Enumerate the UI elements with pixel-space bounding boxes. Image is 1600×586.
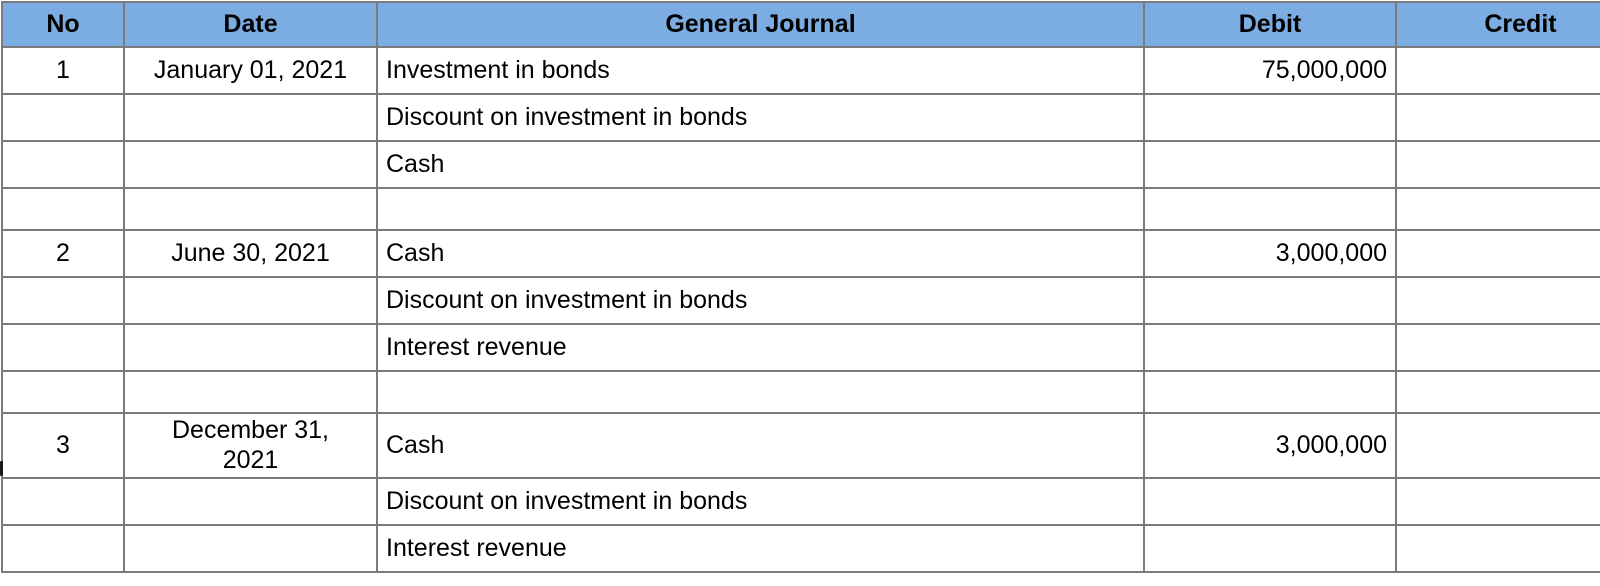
cell-journal: Discount on investment in bonds: [376, 276, 1145, 325]
cell-journal: Cash: [376, 412, 1145, 479]
cell-debit: 3,000,000: [1143, 412, 1397, 479]
journal-entry-row: Cash: [1, 140, 1600, 189]
column-header-no: No: [1, 1, 125, 48]
column-header-debit: Debit: [1143, 1, 1397, 48]
cell-no: [1, 140, 125, 189]
cell-journal: Investment in bonds: [376, 46, 1145, 95]
cell-no: [1, 524, 125, 573]
cell-date: [123, 93, 378, 142]
journal-entry-row: Discount on investment in bonds: [1, 276, 1600, 325]
cell-credit: [1395, 140, 1600, 189]
cell-journal: Discount on investment in bonds: [376, 477, 1145, 526]
separator-row: [1, 370, 1600, 414]
cell-date: January 01, 2021: [123, 46, 378, 95]
journal-entry-row: Interest revenue: [1, 524, 1600, 573]
cell-debit: [1143, 323, 1397, 372]
cell-credit: [1395, 524, 1600, 573]
cell-debit: [1143, 477, 1397, 526]
cell-date: [123, 477, 378, 526]
journal-entry-row: 3 December 31, 2021 Cash 3,000,000: [1, 412, 1600, 479]
stray-mark: [0, 461, 3, 476]
cell-date: [123, 187, 378, 231]
cell-journal: [376, 187, 1145, 231]
general-journal-table: No Date General Journal Debit Credit 1 Januar…: [1, 1, 1600, 573]
cell-debit: 75,000,000: [1143, 46, 1397, 95]
cell-journal: Interest revenue: [376, 524, 1145, 573]
journal-table-head: No Date General Journal Debit Credit: [1, 1, 1600, 48]
cell-debit: [1143, 93, 1397, 142]
cell-credit: [1395, 323, 1600, 372]
cell-journal: [376, 370, 1145, 414]
journal-table-body: 1 January 01, 2021 Investment in bonds 75,0…: [1, 46, 1600, 573]
cell-credit: [1395, 187, 1600, 231]
cell-debit: [1143, 140, 1397, 189]
cell-credit: [1395, 229, 1600, 278]
cell-debit: [1143, 187, 1397, 231]
cell-no: 1: [1, 46, 125, 95]
cell-credit: [1395, 93, 1600, 142]
cell-date: [123, 276, 378, 325]
cell-journal: Interest revenue: [376, 323, 1145, 372]
cell-no: 2: [1, 229, 125, 278]
cell-no: [1, 93, 125, 142]
header-row: No Date General Journal Debit Credit: [1, 1, 1600, 48]
cell-no: 3: [1, 412, 125, 479]
cell-date: [123, 323, 378, 372]
journal-entry-row: Discount on investment in bonds: [1, 477, 1600, 526]
journal-entry-row: 1 January 01, 2021 Investment in bonds 75,0…: [1, 46, 1600, 95]
column-header-credit: Credit: [1395, 1, 1600, 48]
cell-date: June 30, 2021: [123, 229, 378, 278]
cell-no: [1, 477, 125, 526]
cell-date: [123, 140, 378, 189]
cell-journal: Cash: [376, 229, 1145, 278]
cell-credit: [1395, 477, 1600, 526]
cell-journal: Cash: [376, 140, 1145, 189]
cell-credit: [1395, 276, 1600, 325]
cell-debit: [1143, 370, 1397, 414]
separator-row: [1, 187, 1600, 231]
cell-no: [1, 187, 125, 231]
journal-entry-row: 2 June 30, 2021 Cash 3,000,000: [1, 229, 1600, 278]
cell-credit: [1395, 370, 1600, 414]
journal-entry-row: Discount on investment in bonds: [1, 93, 1600, 142]
cell-journal: Discount on investment in bonds: [376, 93, 1145, 142]
cell-debit: 3,000,000: [1143, 229, 1397, 278]
journal-entry-row: Interest revenue: [1, 323, 1600, 372]
cell-no: [1, 276, 125, 325]
column-header-journal: General Journal: [376, 1, 1145, 48]
cell-date: [123, 370, 378, 414]
cell-debit: [1143, 276, 1397, 325]
cell-no: [1, 370, 125, 414]
cell-no: [1, 323, 125, 372]
cell-credit: [1395, 46, 1600, 95]
column-header-date: Date: [123, 1, 378, 48]
cell-credit: [1395, 412, 1600, 479]
cell-date: December 31, 2021: [123, 412, 378, 479]
cell-date: [123, 524, 378, 573]
cell-debit: [1143, 524, 1397, 573]
